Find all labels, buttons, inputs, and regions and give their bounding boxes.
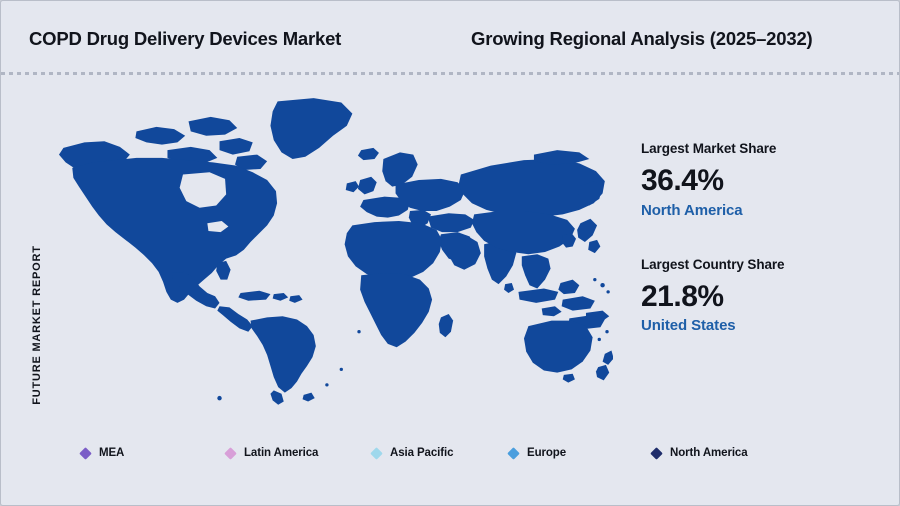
- diamond-marker-icon: [224, 446, 237, 460]
- stat-region: United States: [641, 317, 736, 334]
- legend-item-label: Europe: [527, 447, 567, 459]
- legend: MEA Latin America Asia Pacific Europe No…: [79, 446, 801, 469]
- legend-item-north-america: North America: [650, 446, 748, 460]
- diamond-marker-icon: [650, 446, 663, 460]
- stat-largest-country-share: Largest Country Share 21.8% United State…: [641, 257, 891, 335]
- stat-value: 21.8%: [641, 279, 724, 313]
- legend-item-label: Asia Pacific: [390, 447, 454, 459]
- brand-watermark: FUTURE MARKET REPORT: [27, 241, 47, 421]
- legend-item-latin-america: Latin America: [224, 446, 319, 460]
- header-divider: [1, 72, 899, 75]
- brand-watermark-label: FUTURE MARKET REPORT: [31, 245, 44, 405]
- legend-item-label: MEA: [99, 447, 125, 459]
- header-subtitle: Growing Regional Analysis (2025–2032): [471, 28, 813, 49]
- stat-value: 36.4%: [641, 164, 724, 197]
- legend-item-label: North America: [670, 447, 748, 459]
- legend-item-mea: MEA: [79, 446, 125, 460]
- diamond-marker-icon: [507, 446, 520, 460]
- stat-label: Largest Country Share: [641, 256, 785, 272]
- page-title: COPD Drug Delivery Devices Market: [29, 28, 342, 49]
- legend-item-asia-pacific: Asia Pacific: [370, 446, 454, 460]
- stat-label: Largest Market Share: [641, 141, 777, 156]
- stats-panel: Largest Market Share 36.4% North America…: [641, 141, 891, 372]
- header: COPD Drug Delivery Devices Market Growin…: [1, 1, 899, 75]
- diamond-marker-icon: [370, 446, 383, 460]
- world-map-icon: [58, 98, 613, 405]
- legend-item-label: Latin America: [244, 447, 319, 459]
- legend-item-europe: Europe: [507, 446, 567, 460]
- world-map-container: [53, 97, 613, 407]
- stat-region: North America: [641, 201, 743, 219]
- stat-largest-market-share: Largest Market Share 36.4% North America: [641, 141, 891, 219]
- diamond-marker-icon: [79, 446, 92, 460]
